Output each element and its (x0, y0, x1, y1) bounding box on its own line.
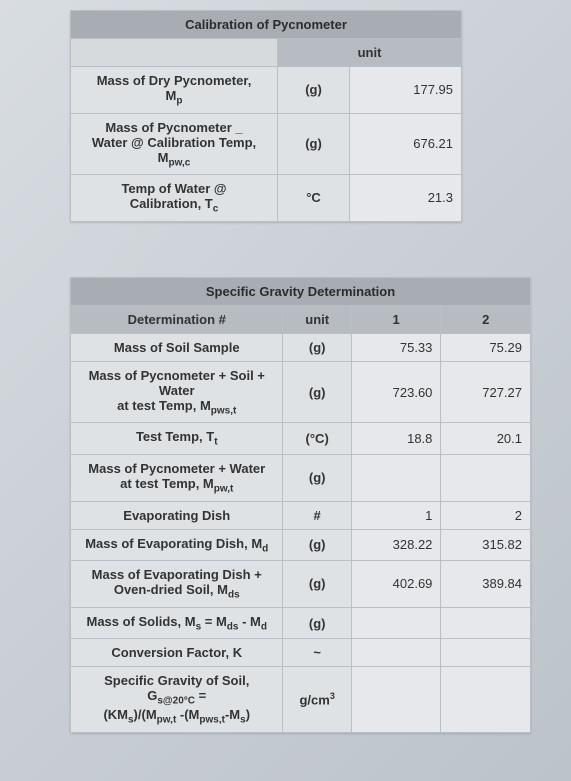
row-value-1: 402.69 (351, 561, 441, 608)
row-value-2 (441, 639, 531, 667)
row-unit: (g) (278, 67, 350, 114)
row-label: Specific Gravity of Soil,Gs@20°C =(KMs)/… (71, 667, 283, 732)
row-unit: (g) (283, 561, 351, 608)
row-unit: (g) (278, 113, 350, 175)
row-label: Temp of Water @Calibration, Tc (71, 175, 278, 222)
table-row: Mass of Solids, Ms = Mds - Md(g) (71, 607, 531, 639)
row-label: Mass of Pycnometer + Soil +Waterat test … (71, 361, 283, 423)
row-unit: g/cm3 (283, 667, 351, 732)
row-value-2: 315.82 (441, 529, 531, 561)
row-unit: (°C) (283, 423, 351, 455)
row-unit: (g) (283, 529, 351, 561)
table-row: Mass of Pycnometer + Soil +Waterat test … (71, 361, 531, 423)
table-row: Conversion Factor, K~ (71, 639, 531, 667)
row-value-1: 723.60 (351, 361, 441, 423)
row-label: Mass of Dry Pycnometer,Mp (71, 67, 278, 114)
table-row: Mass of Evaporating Dish +Oven-dried Soi… (71, 561, 531, 608)
row-value-2 (441, 667, 531, 732)
specific-gravity-table: Specific Gravity Determination Determina… (70, 277, 531, 733)
row-value-1: 1 (351, 501, 441, 529)
row-unit: (g) (283, 333, 351, 361)
row-value-2 (441, 454, 531, 501)
row-value-2 (441, 607, 531, 639)
row-value-1 (351, 639, 441, 667)
row-label: Mass of Evaporating Dish +Oven-dried Soi… (71, 561, 283, 608)
col-1-header: 1 (351, 305, 441, 333)
row-value-2: 75.29 (441, 333, 531, 361)
table-row: Evaporating Dish#12 (71, 501, 531, 529)
row-value-2: 2 (441, 501, 531, 529)
row-value-2: 727.27 (441, 361, 531, 423)
row-label: Mass of Soil Sample (71, 333, 283, 361)
table-row: Mass of Pycnometer + Waterat test Temp, … (71, 454, 531, 501)
row-unit: # (283, 501, 351, 529)
row-label: Test Temp, Tt (71, 423, 283, 455)
row-value-1 (351, 667, 441, 732)
calibration-title: Calibration of Pycnometer (71, 11, 462, 39)
table-row: Mass of Pycnometer _Water @ Calibration … (71, 113, 462, 175)
row-value-1: 18.8 (351, 423, 441, 455)
row-value: 177.95 (350, 67, 462, 114)
table-row: Mass of Soil Sample(g)75.3375.29 (71, 333, 531, 361)
table-row: Specific Gravity of Soil,Gs@20°C =(KMs)/… (71, 667, 531, 732)
row-value-1 (351, 607, 441, 639)
row-label: Mass of Evaporating Dish, Md (71, 529, 283, 561)
row-unit: (g) (283, 607, 351, 639)
row-label: Mass of Solids, Ms = Mds - Md (71, 607, 283, 639)
col-2-header: 2 (441, 305, 531, 333)
row-value-2: 20.1 (441, 423, 531, 455)
table-row: Temp of Water @Calibration, Tc°C21.3 (71, 175, 462, 222)
row-unit: (g) (283, 361, 351, 423)
table-row: Mass of Dry Pycnometer,Mp(g)177.95 (71, 67, 462, 114)
empty-cell (71, 39, 278, 67)
sg-title: Specific Gravity Determination (71, 277, 531, 305)
calibration-table: Calibration of Pycnometer unit Mass of D… (70, 10, 462, 222)
row-label: Evaporating Dish (71, 501, 283, 529)
row-value-2: 389.84 (441, 561, 531, 608)
row-label: Conversion Factor, K (71, 639, 283, 667)
row-value: 21.3 (350, 175, 462, 222)
row-value-1: 328.22 (351, 529, 441, 561)
unit-header: unit (278, 39, 462, 67)
row-label: Mass of Pycnometer _Water @ Calibration … (71, 113, 278, 175)
row-unit: ~ (283, 639, 351, 667)
row-value-1 (351, 454, 441, 501)
table-row: Test Temp, Tt(°C)18.820.1 (71, 423, 531, 455)
row-unit: (g) (283, 454, 351, 501)
unit-header: unit (283, 305, 351, 333)
row-unit: °C (278, 175, 350, 222)
row-value-1: 75.33 (351, 333, 441, 361)
determination-header: Determination # (71, 305, 283, 333)
table-row: Mass of Evaporating Dish, Md(g)328.22315… (71, 529, 531, 561)
row-value: 676.21 (350, 113, 462, 175)
row-label: Mass of Pycnometer + Waterat test Temp, … (71, 454, 283, 501)
